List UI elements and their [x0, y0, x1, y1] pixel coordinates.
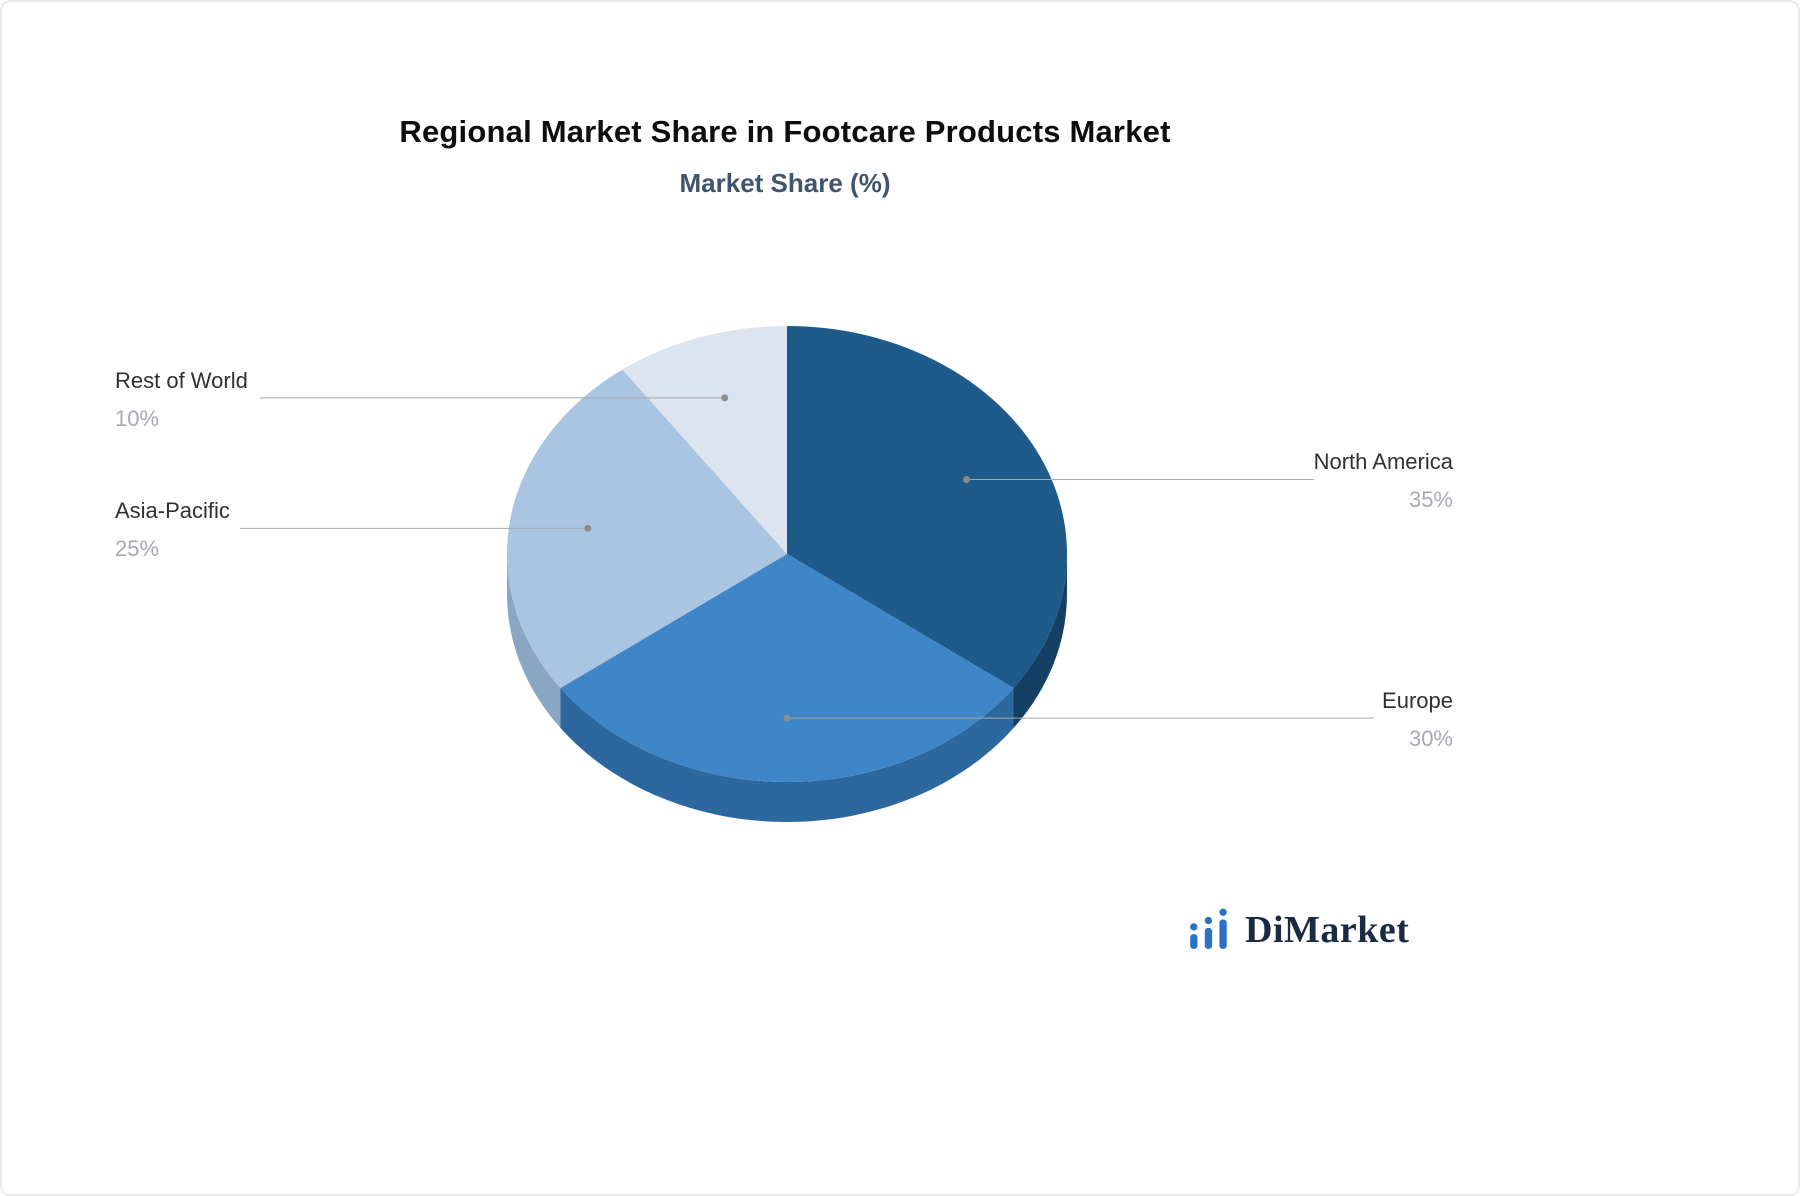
pie-side-asia-pacific [507, 554, 561, 729]
pie-slice-europe [560, 554, 1014, 782]
label-europe: Europe 30% [1382, 688, 1453, 752]
leader-dot-asia-pacific [584, 524, 592, 532]
pie-side-europe [560, 688, 1014, 822]
leader-dot-north-america [963, 475, 971, 483]
bar-chart-icon [1190, 908, 1227, 949]
slice-percent: 25% [115, 536, 160, 562]
label-north-america: North America 35% [1314, 449, 1453, 513]
leader-dot-rest-of-world [721, 394, 729, 402]
logo-text: DiMarket [1245, 909, 1410, 951]
slice-percent: 30% [1408, 726, 1453, 752]
label-asia-pacific: Asia-Pacific 25% [115, 498, 230, 562]
chart-subtitle: Market Share (%) [679, 168, 891, 198]
slice-name: Europe [1382, 688, 1453, 714]
pie-slice-asia-pacific [507, 369, 787, 689]
slice-percent: 10% [115, 405, 160, 431]
pie-slice-rest-of-world [622, 326, 787, 554]
leader-dot-europe [783, 714, 791, 722]
slice-name: North America [1313, 449, 1453, 475]
label-rest-of-world: Rest of World 10% [115, 368, 248, 432]
slice-name: Asia-Pacific [115, 498, 230, 524]
pie-side-north-america [1013, 554, 1067, 729]
pie-slice-north-america [787, 326, 1067, 689]
chart-title: Regional Market Share in Footcare Produc… [399, 114, 1171, 149]
dimarket-logo: DiMarket [1187, 907, 1409, 953]
slice-percent: 35% [1408, 487, 1453, 513]
slice-name: Rest of World [115, 367, 248, 393]
